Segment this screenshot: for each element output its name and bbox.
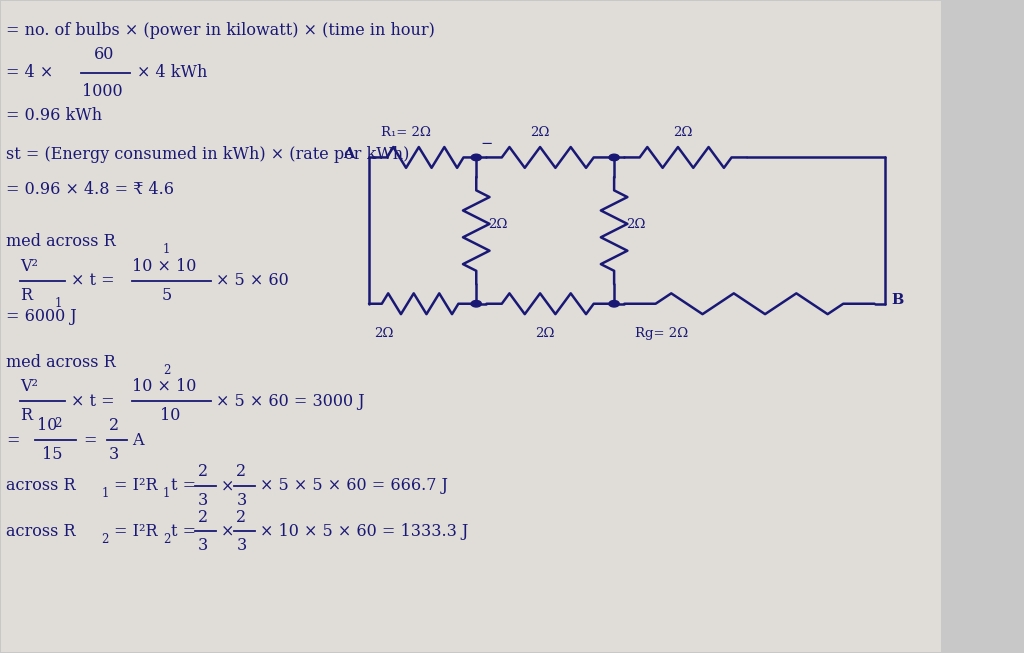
Text: 2Ω: 2Ω [627, 217, 646, 231]
Text: 2: 2 [101, 533, 109, 546]
Text: ×: × [221, 523, 234, 540]
Text: med across R: med across R [6, 234, 117, 251]
Text: 2: 2 [198, 509, 208, 526]
Text: −: − [480, 137, 493, 151]
Text: Rg= 2Ω: Rg= 2Ω [635, 326, 688, 340]
Text: 3: 3 [198, 537, 208, 554]
Text: 2: 2 [198, 463, 208, 480]
Text: 3: 3 [109, 446, 119, 463]
Text: t =: t = [171, 477, 196, 494]
Text: = I²R: = I²R [114, 477, 158, 494]
Text: 1000: 1000 [82, 83, 123, 100]
Text: ×: × [221, 477, 234, 494]
Text: 1: 1 [54, 296, 61, 310]
Text: 1: 1 [101, 487, 109, 500]
Circle shape [471, 300, 481, 307]
Text: 5: 5 [162, 287, 172, 304]
Text: × t =: × t = [71, 392, 115, 410]
Text: 2Ω: 2Ω [529, 126, 549, 139]
Text: 3: 3 [237, 492, 247, 509]
Text: R: R [19, 407, 32, 424]
Text: 2: 2 [163, 533, 170, 546]
Text: 2: 2 [237, 463, 247, 480]
Text: × 5 × 60: × 5 × 60 [216, 272, 289, 289]
Text: =: = [83, 432, 96, 449]
Text: 10 × 10: 10 × 10 [132, 258, 197, 275]
Text: B: B [891, 293, 903, 308]
Text: 10: 10 [37, 417, 57, 434]
Text: 10: 10 [160, 407, 180, 424]
Text: across R: across R [6, 523, 76, 540]
Text: across R: across R [6, 477, 76, 494]
Text: 2: 2 [163, 364, 170, 377]
Text: 2: 2 [109, 417, 119, 434]
Text: × 4 kWh: × 4 kWh [137, 65, 208, 82]
Text: t =: t = [171, 523, 196, 540]
Text: 2Ω: 2Ω [535, 326, 554, 340]
Text: = 0.96 kWh: = 0.96 kWh [6, 106, 102, 123]
Text: 2: 2 [54, 417, 61, 430]
Text: V²: V² [19, 258, 38, 275]
Text: 15: 15 [42, 446, 62, 463]
Text: R: R [19, 287, 32, 304]
Text: st = (Energy consumed in kWh) × (rate per kWh): st = (Energy consumed in kWh) × (rate pe… [6, 146, 410, 163]
Text: 2Ω: 2Ω [488, 217, 508, 231]
Text: × 5 × 5 × 60 = 666.7 J: × 5 × 5 × 60 = 666.7 J [260, 477, 447, 494]
Text: 2: 2 [237, 509, 247, 526]
Text: A: A [132, 432, 143, 449]
Text: × 5 × 60 = 3000 J: × 5 × 60 = 3000 J [216, 392, 365, 410]
Text: = no. of bulbs × (power in kilowatt) × (time in hour): = no. of bulbs × (power in kilowatt) × (… [6, 22, 435, 39]
Circle shape [609, 154, 620, 161]
Text: 1: 1 [163, 487, 170, 500]
Text: 60: 60 [94, 46, 115, 63]
Text: 1: 1 [163, 244, 170, 256]
Text: med across R: med across R [6, 354, 117, 371]
Text: × t =: × t = [71, 272, 115, 289]
Circle shape [609, 300, 620, 307]
Text: = 4 ×: = 4 × [6, 65, 53, 82]
Text: 10 × 10: 10 × 10 [132, 379, 197, 396]
Circle shape [471, 154, 481, 161]
Text: = 6000 J: = 6000 J [6, 308, 77, 325]
Text: R₁= 2Ω: R₁= 2Ω [381, 126, 431, 139]
Text: = 0.96 × 4.8 = ₹ 4.6: = 0.96 × 4.8 = ₹ 4.6 [6, 182, 174, 199]
Text: = I²R: = I²R [114, 523, 158, 540]
Text: 2Ω: 2Ω [673, 126, 692, 139]
Text: V²: V² [19, 379, 38, 396]
Text: 3: 3 [237, 537, 247, 554]
Text: 3: 3 [198, 492, 208, 509]
Text: =: = [6, 432, 20, 449]
Text: 2Ω: 2Ω [374, 326, 393, 340]
Text: A: A [343, 147, 355, 161]
Text: × 10 × 5 × 60 = 1333.3 J: × 10 × 5 × 60 = 1333.3 J [260, 523, 468, 540]
